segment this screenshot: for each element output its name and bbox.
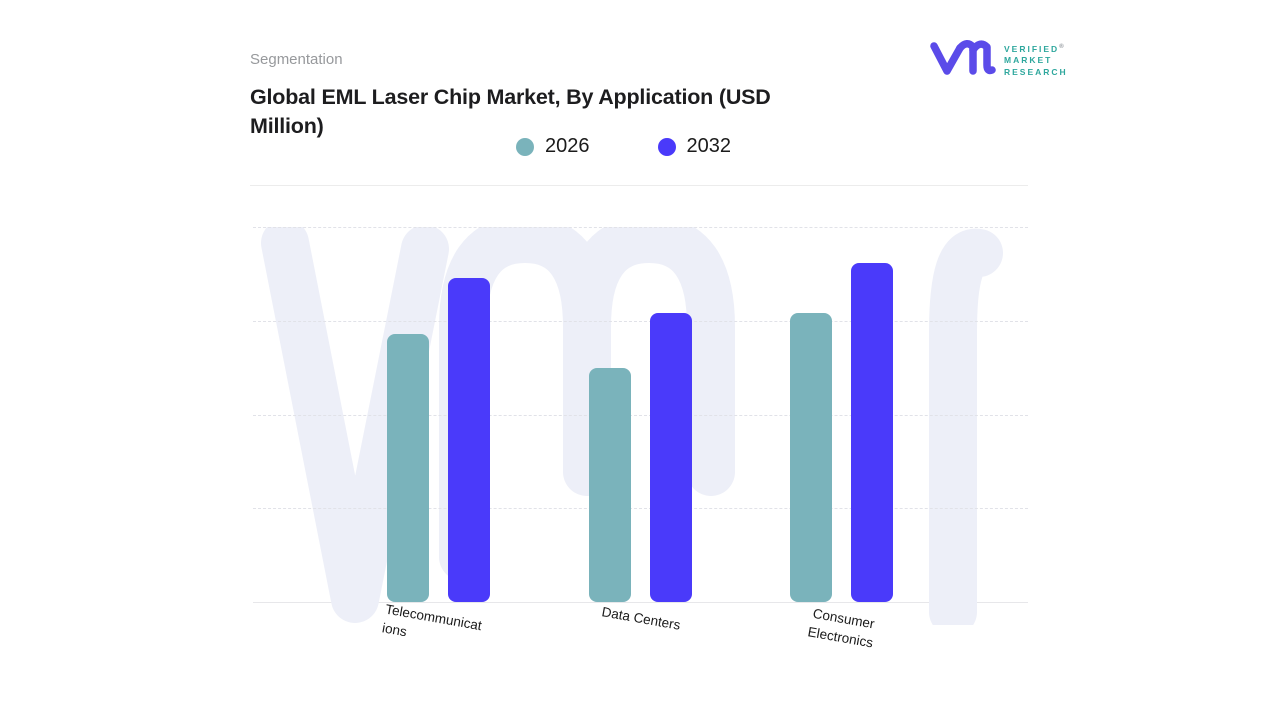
- chart-title-line2: Million): [250, 114, 324, 138]
- gridline: [253, 415, 1028, 416]
- legend-dot-2026: [516, 137, 534, 156]
- gridline: [253, 508, 1028, 509]
- bar-chart-plot-area: [253, 227, 1028, 625]
- chart-title: Global EML Laser Chip Market, By Applica…: [250, 83, 870, 141]
- legend-label-2026: 2026: [545, 135, 590, 157]
- bar-2026-telecommunications: [387, 334, 429, 602]
- x-axis-labels: Telecommunicat ions Data Centers Consumer El…: [0, 602, 1280, 690]
- bar-2032-telecommunications: [448, 278, 490, 602]
- vmr-watermark-icon: [261, 227, 1003, 625]
- bar-2026-consumer-electronics: [790, 313, 832, 602]
- gridline: [253, 227, 1028, 228]
- bar-2026-data-centers: [589, 368, 631, 602]
- registered-mark: ®: [1059, 44, 1064, 50]
- gridline: [253, 321, 1028, 322]
- vmr-monogram-icon: [930, 40, 996, 75]
- bar-2032-data-centers: [650, 313, 692, 602]
- vmr-logo: VERIFIED® MARKET RESEARCH: [928, 36, 1088, 84]
- chart-title-line1: Global EML Laser Chip Market, By Applica…: [250, 85, 771, 109]
- legend-dot-2032: [657, 137, 676, 156]
- logo-line-market: MARKET: [1004, 55, 1053, 66]
- logo-line-research: RESEARCH: [1004, 66, 1068, 77]
- logo-line-verified: VERIFIED: [1004, 43, 1060, 54]
- chart-legend: 2026 2032: [253, 135, 1028, 158]
- bar-2032-consumer-electronics: [851, 263, 893, 602]
- eyebrow-label: Segmentation: [250, 51, 343, 68]
- legend-label-2032: 2032: [686, 135, 732, 157]
- logo-wordmark: VERIFIED® MARKET RESEARCH: [1004, 42, 1068, 78]
- header-divider: [250, 185, 1028, 186]
- legend-item-2032: 2032: [657, 135, 732, 158]
- legend-item-2026: 2026: [516, 135, 590, 158]
